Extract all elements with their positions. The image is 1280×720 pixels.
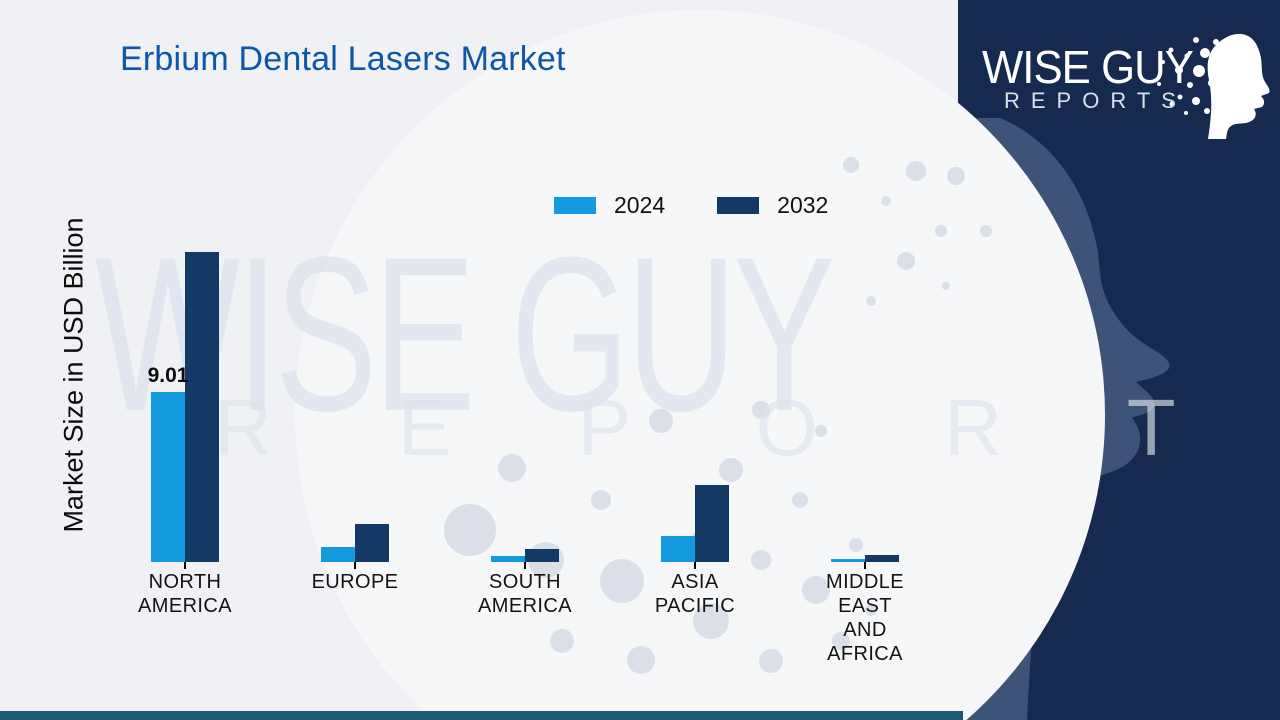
- legend-swatch-2024: [554, 197, 596, 214]
- page-title: Erbium Dental Lasers Market: [120, 40, 566, 78]
- bar-2024-north-america: [151, 392, 185, 562]
- logo-sub-text: REPORTS: [1004, 88, 1187, 113]
- bar-2024-asia-pacific: [661, 536, 695, 562]
- footer-accent-strip: [0, 711, 963, 720]
- legend-label-2032: 2032: [777, 192, 829, 218]
- x-label-north-america: NORTH AMERICA: [138, 571, 232, 617]
- legend-item-2032: 2032: [717, 192, 828, 219]
- bar-2032-asia-pacific: [695, 485, 729, 562]
- x-tick-asia-pacific: [694, 562, 696, 569]
- bar-2024-europe: [321, 547, 355, 562]
- bar-2032-south-america: [525, 549, 559, 562]
- x-label-asia-pacific: ASIA PACIFIC: [654, 571, 736, 617]
- gray-dot-pattern: [444, 157, 992, 674]
- x-tick-south-america: [524, 562, 526, 569]
- x-label-south-america: SOUTH AMERICA: [478, 571, 572, 617]
- light-circle: [295, 10, 1105, 720]
- legend-swatch-2032: [717, 197, 760, 214]
- bar-2032-middle-east-and-africa: [865, 555, 899, 562]
- x-tick-north-america: [184, 562, 186, 569]
- x-label-middle-east-and-africa: MIDDLE EAST AND AFRICA: [826, 571, 904, 665]
- x-label-europe: EUROPE: [311, 571, 399, 593]
- watermark-sub: R E P O R T S: [214, 383, 1280, 472]
- logo-face-icon: [1157, 33, 1270, 139]
- logo-brand-text: WISE GUY: [982, 41, 1194, 93]
- bar-2024-south-america: [491, 556, 525, 562]
- bar-2032-north-america: [185, 252, 219, 562]
- x-tick-middle-east-and-africa: [864, 562, 866, 569]
- legend-label-2024: 2024: [614, 192, 666, 218]
- bar-2032-europe: [355, 524, 389, 562]
- x-tick-europe: [354, 562, 356, 569]
- bar-2024-middle-east-and-africa: [831, 559, 865, 562]
- value-label-2024-north-america: 9.01: [147, 364, 189, 387]
- chart-legend: 2024 2032: [554, 192, 828, 219]
- legend-item-2024: 2024: [554, 192, 665, 219]
